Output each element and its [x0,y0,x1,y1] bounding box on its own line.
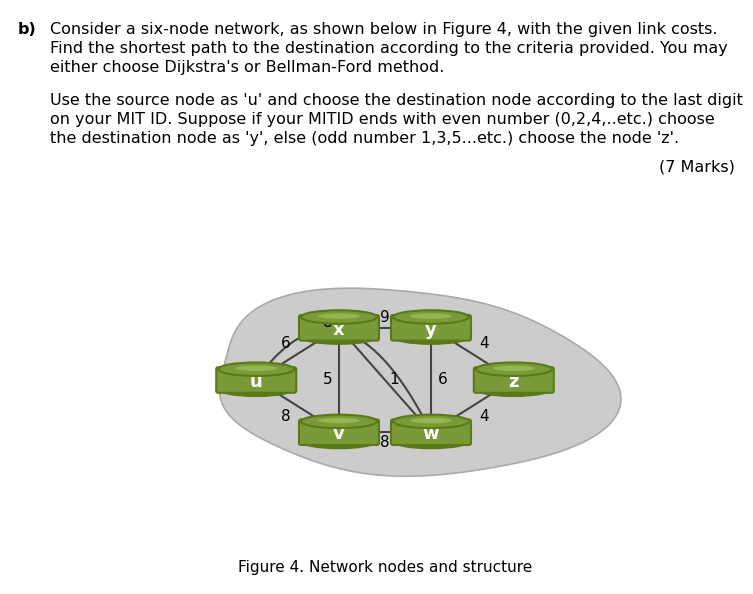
Ellipse shape [301,330,377,345]
Ellipse shape [301,435,377,449]
FancyBboxPatch shape [299,315,379,340]
FancyBboxPatch shape [216,367,296,393]
Polygon shape [220,288,621,476]
Text: Figure 4. Network nodes and structure: Figure 4. Network nodes and structure [238,560,532,575]
Text: w: w [422,425,439,443]
Ellipse shape [410,314,452,319]
Text: 8: 8 [380,435,390,450]
Text: 9: 9 [380,310,390,325]
Ellipse shape [235,365,277,371]
Text: v: v [333,425,345,443]
Ellipse shape [476,362,552,376]
Text: z: z [508,373,519,391]
Text: 8: 8 [323,315,332,330]
Text: 1: 1 [389,372,399,387]
Text: 8: 8 [282,409,291,424]
Text: (7 Marks): (7 Marks) [659,160,735,175]
FancyBboxPatch shape [474,367,553,393]
Ellipse shape [218,383,294,397]
Text: 4: 4 [479,336,489,351]
Text: Consider a six-node network, as shown below in Figure 4, with the given link cos: Consider a six-node network, as shown be… [50,22,718,37]
Ellipse shape [301,310,377,324]
Ellipse shape [218,362,294,376]
FancyBboxPatch shape [391,419,471,445]
Text: Find the shortest path to the destination according to the criteria provided. Yo: Find the shortest path to the destinatio… [50,41,727,56]
Ellipse shape [393,310,469,324]
Text: y: y [425,321,437,339]
Ellipse shape [476,383,552,397]
Text: the destination node as 'y', else (odd number 1,3,5...etc.) choose the node 'z'.: the destination node as 'y', else (odd n… [50,131,679,146]
Text: 4: 4 [479,409,489,424]
Ellipse shape [301,415,377,428]
FancyBboxPatch shape [299,419,379,445]
Text: 5: 5 [323,372,332,387]
Text: b): b) [18,22,37,37]
Text: Use the source node as 'u' and choose the destination node according to the last: Use the source node as 'u' and choose th… [50,93,743,108]
Ellipse shape [493,365,535,371]
Ellipse shape [410,418,452,423]
Ellipse shape [318,314,360,319]
Text: 6: 6 [281,336,291,351]
Text: either choose Dijkstra's or Bellman-Ford method.: either choose Dijkstra's or Bellman-Ford… [50,60,444,75]
Ellipse shape [393,415,469,428]
Text: x: x [333,321,345,339]
Ellipse shape [393,435,469,449]
Text: u: u [250,373,263,391]
Text: 6: 6 [437,372,447,387]
Ellipse shape [393,330,469,345]
Ellipse shape [318,418,360,423]
Text: on your MIT ID. Suppose if your MITID ends with even number (0,2,4,..etc.) choos: on your MIT ID. Suppose if your MITID en… [50,112,715,127]
FancyBboxPatch shape [391,315,471,340]
